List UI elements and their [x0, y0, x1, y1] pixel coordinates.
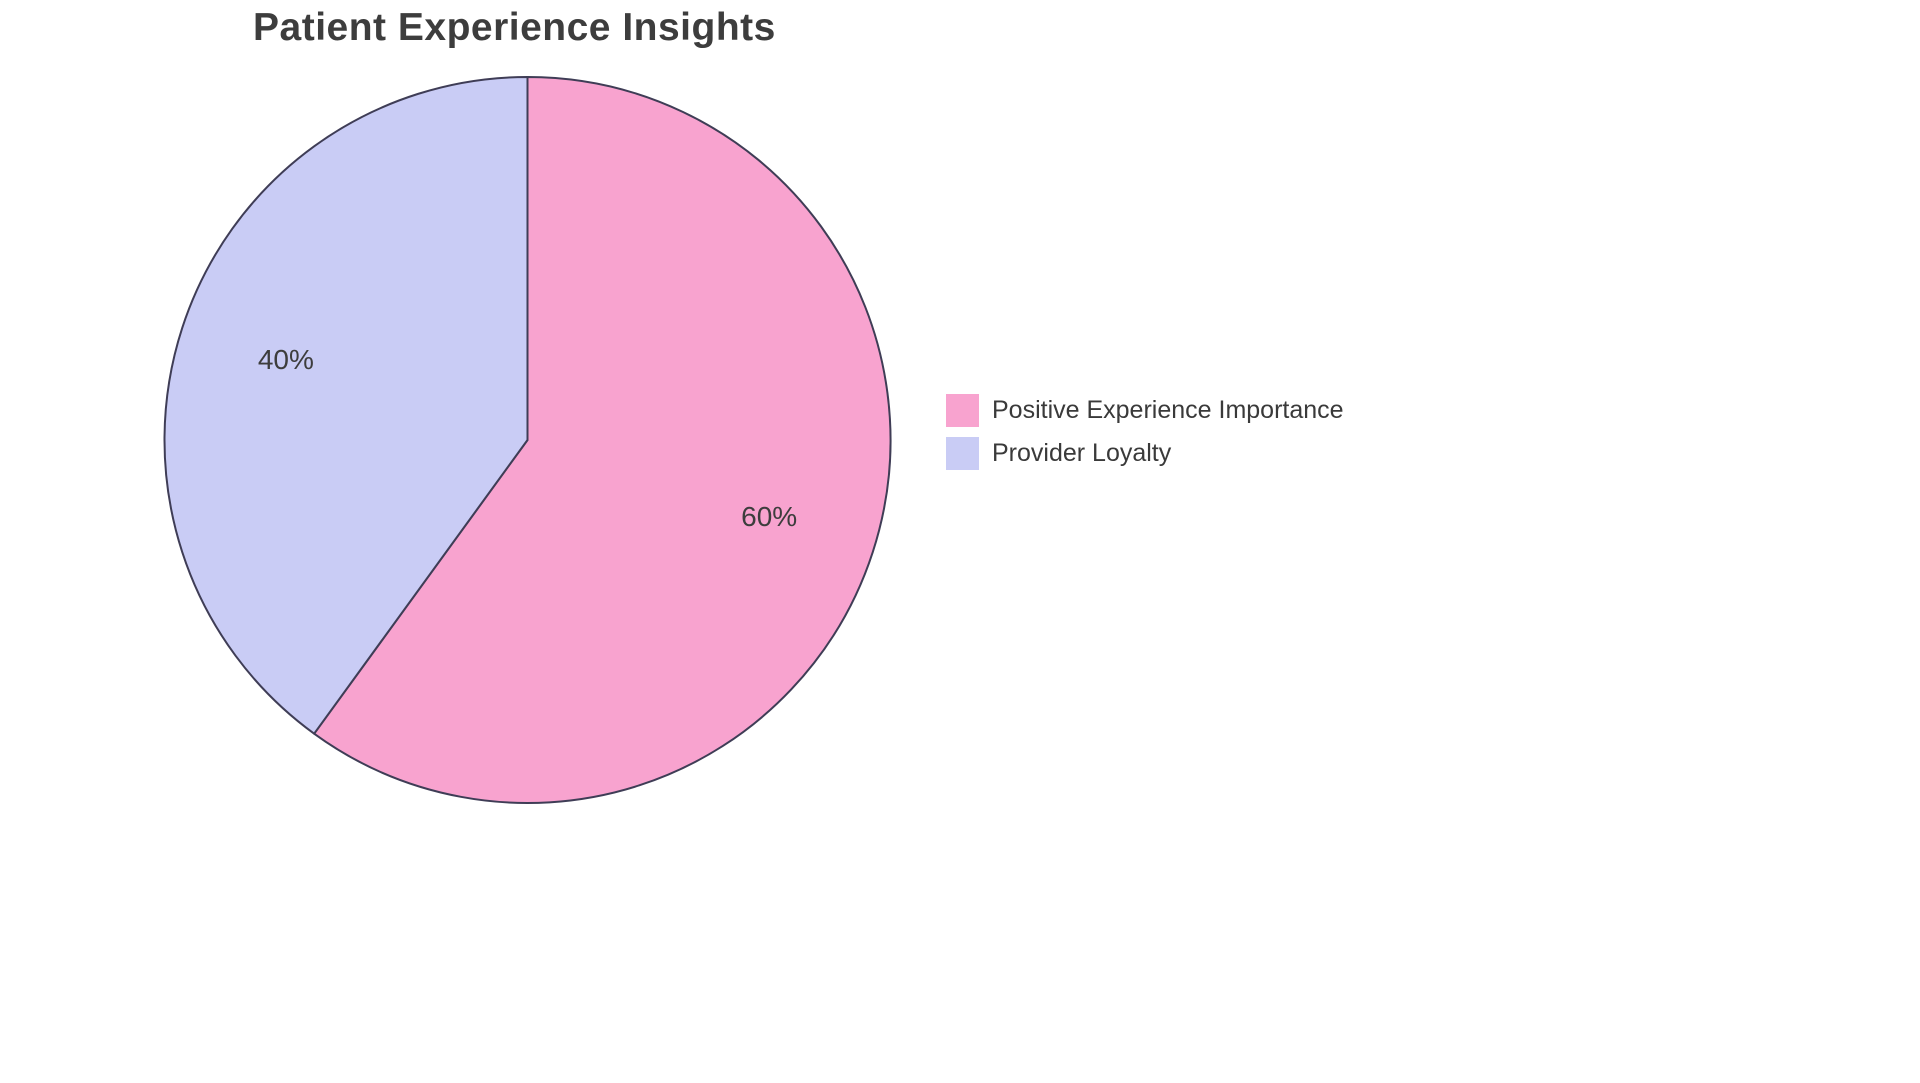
- chart-title: Patient Experience Insights: [253, 6, 776, 49]
- pie-slice-1[interactable]: [163, 76, 529, 735]
- legend-label: Positive Experience Importance: [992, 396, 1344, 424]
- slice-value-label-1: 40%: [258, 344, 314, 375]
- legend-swatch-icon: [946, 437, 979, 470]
- legend-item-1[interactable]: Provider Loyalty: [946, 437, 1344, 470]
- slice-value-label-0: 60%: [741, 501, 797, 532]
- legend-label: Provider Loyalty: [992, 439, 1172, 467]
- pie-slice-0[interactable]: [313, 76, 892, 804]
- legend: Positive Experience Importance Provider L…: [946, 394, 1344, 470]
- pie-slices-group: 60% 40%: [163, 76, 892, 804]
- legend-swatch-icon: [946, 394, 979, 427]
- legend-item-0[interactable]: Positive Experience Importance: [946, 394, 1344, 427]
